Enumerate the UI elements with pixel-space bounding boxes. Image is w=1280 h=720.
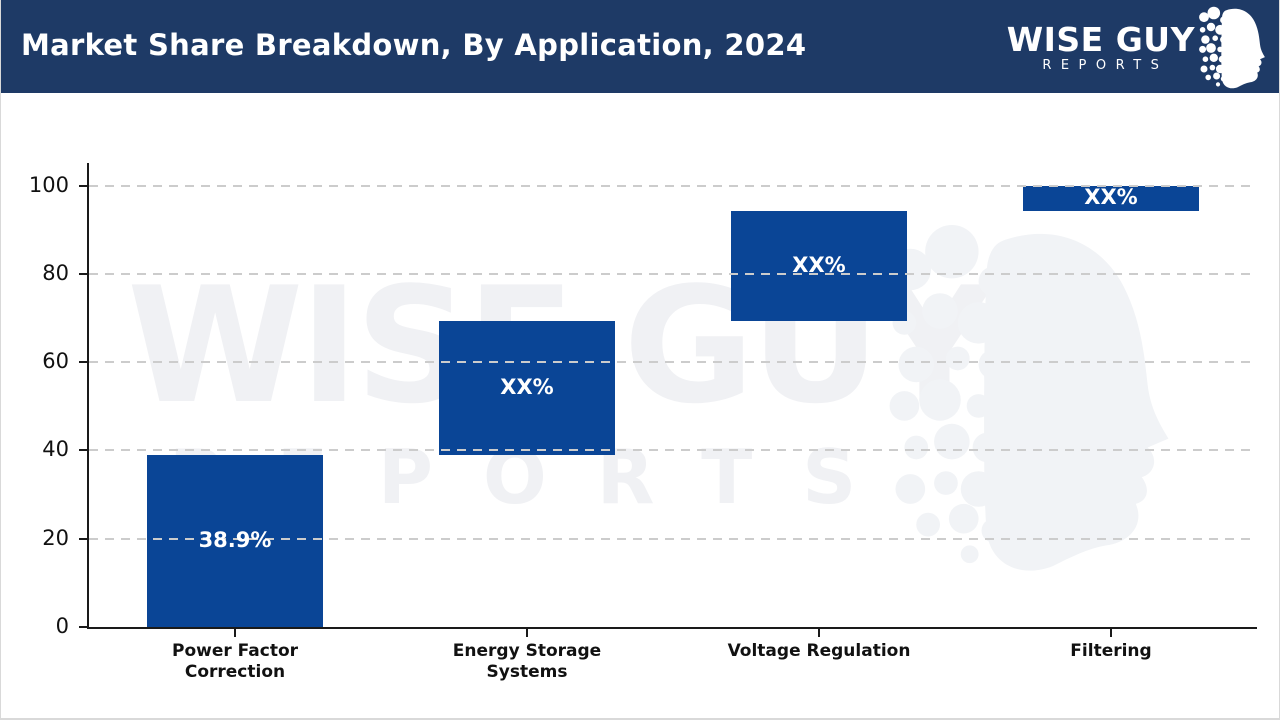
y-tick-mark-60 — [79, 361, 87, 364]
x-tick-mark-4 — [1110, 629, 1112, 637]
y-tick-label-20: 20 — [42, 525, 69, 550]
y-tick-mark-100 — [79, 184, 87, 187]
y-tick-mark-20 — [79, 537, 87, 540]
gridline-20 — [89, 537, 1257, 540]
x-category-label-3: Voltage Regulation — [727, 641, 911, 661]
y-tick-label-60: 60 — [42, 349, 69, 374]
logo-wordmark: WISE GUY — [1006, 19, 1195, 59]
y-tick-mark-0 — [79, 626, 87, 628]
header-bar: Market Share Breakdown, By Application, … — [1, 0, 1279, 93]
bar-segment-4 — [1023, 185, 1199, 212]
gridline-100 — [89, 184, 1257, 187]
x-axis-spine — [87, 627, 1257, 629]
x-tick-mark-3 — [818, 629, 820, 637]
logo-head-icon — [1199, 6, 1265, 89]
logo-reports-text: REPORTS — [1042, 58, 1169, 74]
bar-value-label-2: XX% — [500, 374, 554, 399]
y-tick-label-80: 80 — [42, 260, 69, 285]
chart-title: Market Share Breakdown, By Application, … — [21, 28, 807, 62]
y-tick-label-100: 100 — [28, 172, 69, 197]
y-tick-label-40: 40 — [42, 437, 69, 462]
y-tick-label-0: 0 — [55, 614, 69, 638]
bar-segment-2 — [439, 320, 615, 456]
y-tick-mark-40 — [79, 449, 87, 452]
gridline-40 — [89, 449, 1257, 452]
logo-wordmark-block: WISE GUY REPORTS — [1006, 19, 1195, 74]
y-tick-mark-80 — [79, 272, 87, 275]
gridline-80 — [89, 272, 1257, 275]
x-category-label-2: Energy Storage Systems — [452, 641, 602, 683]
bar-value-label-4: XX% — [1084, 185, 1138, 210]
x-tick-mark-2 — [526, 629, 528, 637]
x-tick-mark-1 — [234, 629, 236, 637]
x-category-label-4: Filtering — [1070, 641, 1152, 661]
bar-value-label-3: XX% — [792, 252, 846, 277]
watermark-head-icon — [889, 224, 1169, 571]
bar-segment-3 — [731, 211, 907, 321]
wise-guy-logo: WISE GUY REPORTS — [1007, 6, 1267, 90]
x-category-label-1: Power Factor Correction — [171, 641, 299, 683]
gridline-60 — [89, 361, 1257, 364]
bar-segment-1 — [147, 455, 323, 627]
y-axis-spine — [87, 163, 89, 629]
bar-value-label-1: 38.9% — [198, 528, 272, 553]
